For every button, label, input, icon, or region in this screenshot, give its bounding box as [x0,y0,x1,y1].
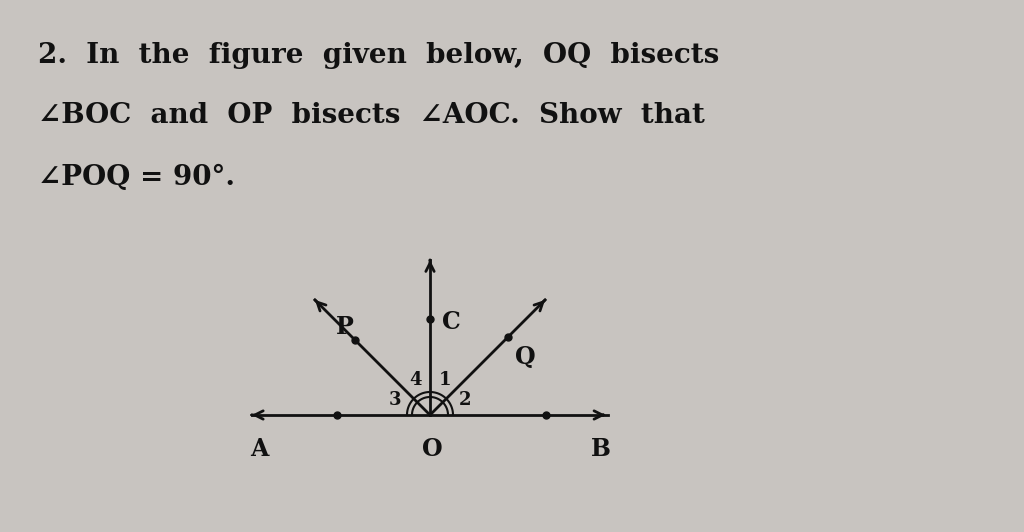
Text: 2.  In  the  figure  given  below,  OQ  bisects: 2. In the figure given below, OQ bisects [38,42,719,69]
Text: O: O [422,437,442,461]
Text: Q: Q [514,345,536,369]
Text: 2: 2 [459,392,471,410]
Text: ∠POQ = 90°.: ∠POQ = 90°. [38,164,234,191]
Text: 4: 4 [410,371,422,389]
Text: B: B [591,437,610,461]
Text: C: C [442,310,461,334]
Text: ∠BOC  and  OP  bisects  ∠AOC.  Show  that: ∠BOC and OP bisects ∠AOC. Show that [38,102,705,129]
Text: 3: 3 [389,392,401,410]
Text: A: A [250,437,268,461]
Text: 1: 1 [438,371,451,389]
Text: P: P [336,315,353,339]
